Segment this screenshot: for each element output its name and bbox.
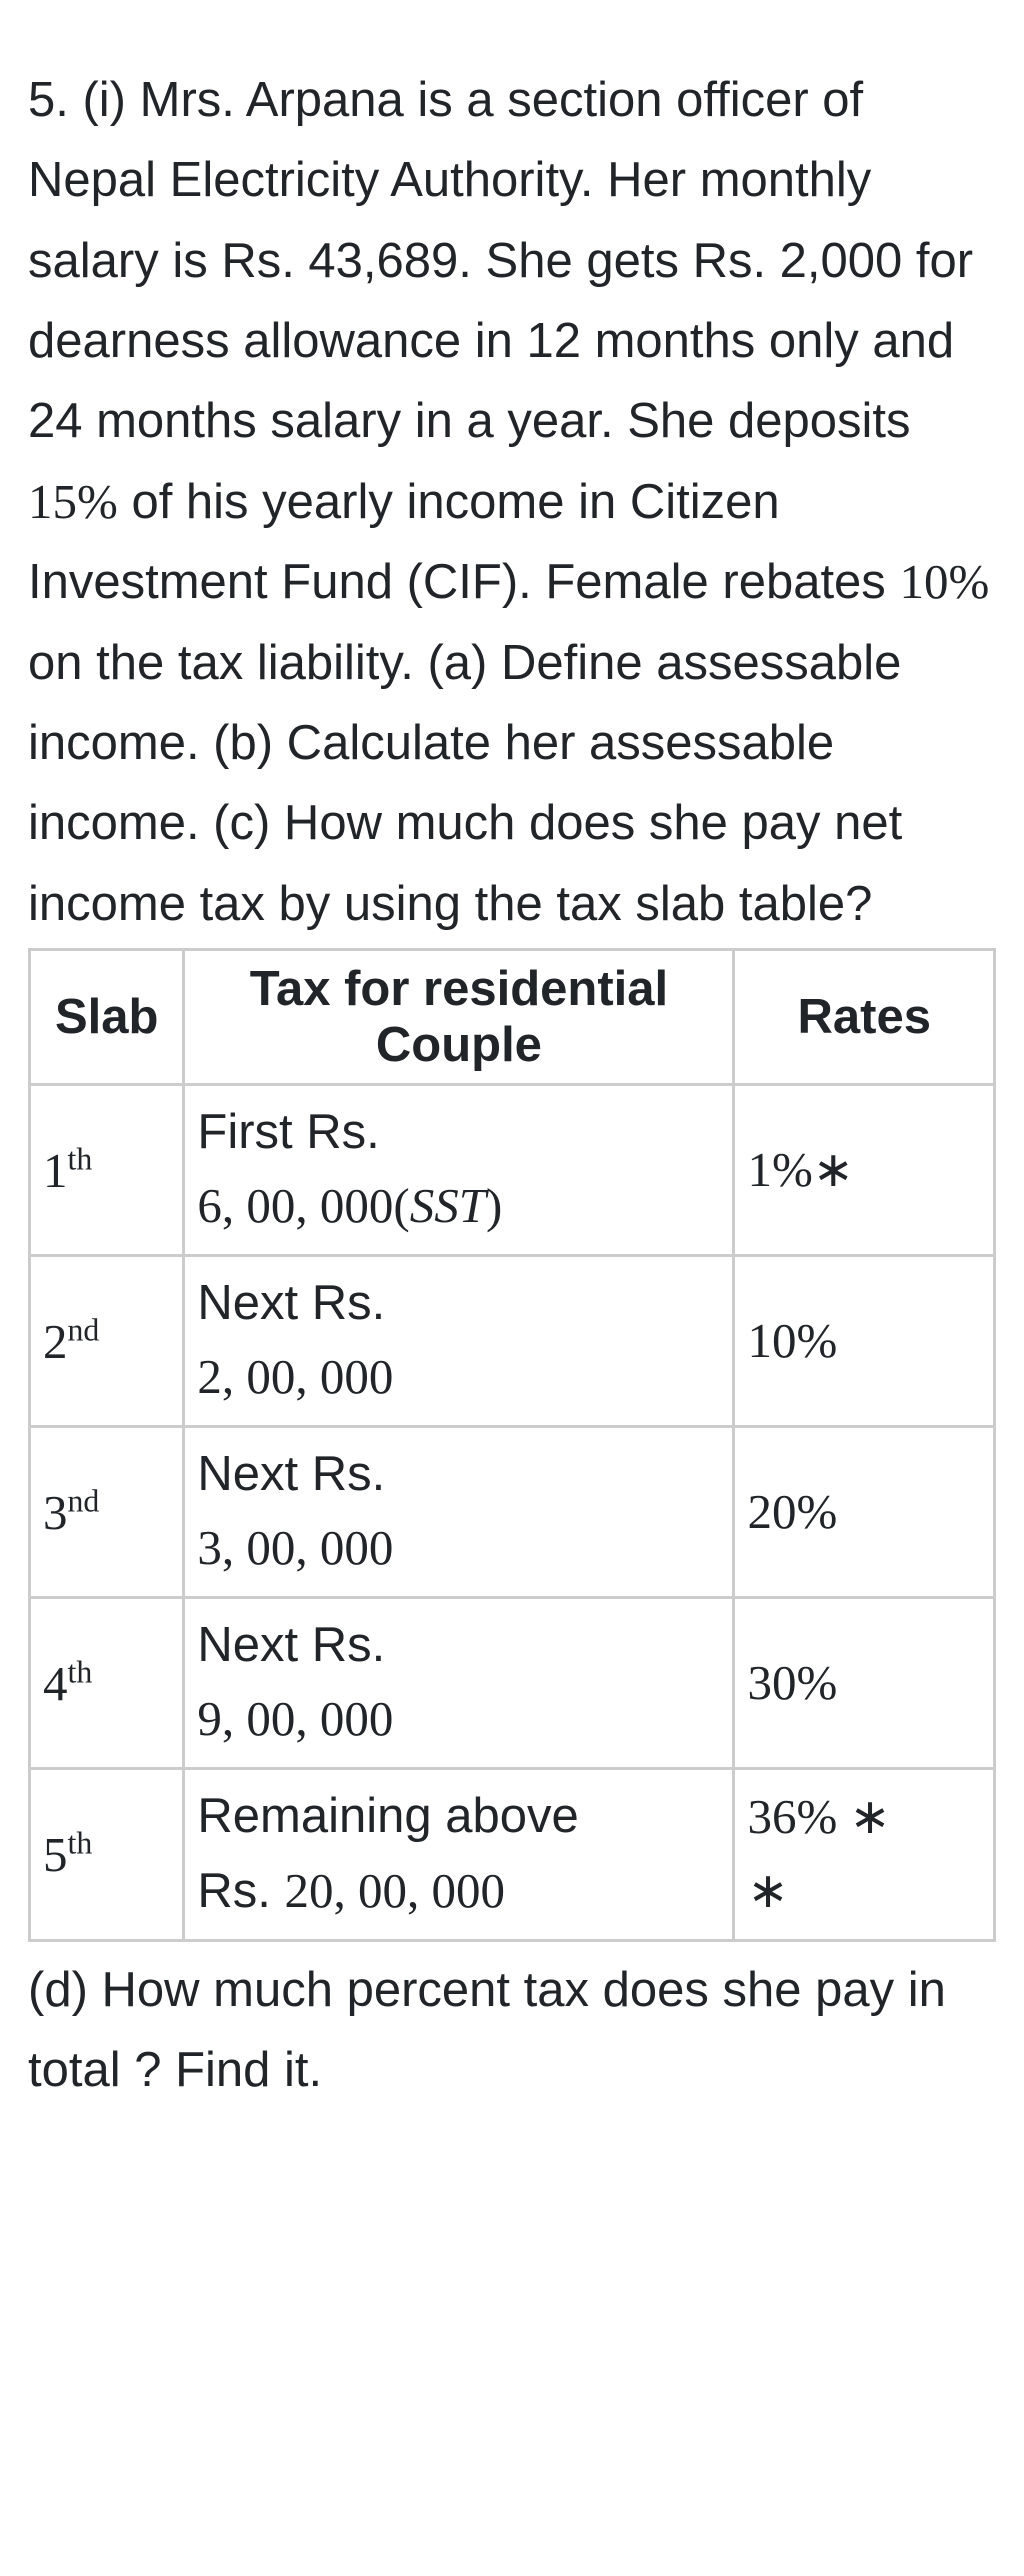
header-desc: Tax for residential Couple xyxy=(184,949,734,1084)
cell-rate: 30% xyxy=(734,1597,995,1768)
table-row: 4th Next Rs.9, 00, 000 30% xyxy=(30,1597,995,1768)
table-row: 1th First Rs.6, 00, 000(SST) 1%∗ xyxy=(30,1084,995,1255)
cell-desc: Remaining aboveRs. 20, 00, 000 xyxy=(184,1768,734,1940)
cell-rate: 20% xyxy=(734,1426,995,1597)
cell-slab: 3nd xyxy=(30,1426,184,1597)
header-rate: Rates xyxy=(734,949,995,1084)
table-header-row: Slab Tax for residential Couple Rates xyxy=(30,949,995,1084)
table-row: 5th Remaining aboveRs. 20, 00, 000 36% ∗… xyxy=(30,1768,995,1940)
cell-desc: Next Rs.3, 00, 000 xyxy=(184,1426,734,1597)
cell-slab: 2nd xyxy=(30,1255,184,1426)
cell-rate: 10% xyxy=(734,1255,995,1426)
table-row: 2nd Next Rs.2, 00, 000 10% xyxy=(30,1255,995,1426)
question-text-content: Mrs. Arpana is a section officer of Nepa… xyxy=(28,73,989,931)
cell-desc: Next Rs.9, 00, 000 xyxy=(184,1597,734,1768)
question-body: 5. (i) Mrs. Arpana is a section officer … xyxy=(28,60,996,944)
table-body: 1th First Rs.6, 00, 000(SST) 1%∗ 2nd Nex… xyxy=(30,1084,995,1940)
cell-rate: 1%∗ xyxy=(734,1084,995,1255)
cell-slab: 1th xyxy=(30,1084,184,1255)
table-row: 3nd Next Rs.3, 00, 000 20% xyxy=(30,1426,995,1597)
cell-rate: 36% ∗∗ xyxy=(734,1768,995,1940)
header-slab: Slab xyxy=(30,949,184,1084)
cell-slab: 5th xyxy=(30,1768,184,1940)
tax-slab-table: Slab Tax for residential Couple Rates 1t… xyxy=(28,948,996,1942)
cell-desc: Next Rs.2, 00, 000 xyxy=(184,1255,734,1426)
cell-slab: 4th xyxy=(30,1597,184,1768)
cell-desc: First Rs.6, 00, 000(SST) xyxy=(184,1084,734,1255)
question-number: 5. (i) xyxy=(28,73,126,127)
question-part-d: (d) How much percent tax does she pay in… xyxy=(28,1950,996,2111)
